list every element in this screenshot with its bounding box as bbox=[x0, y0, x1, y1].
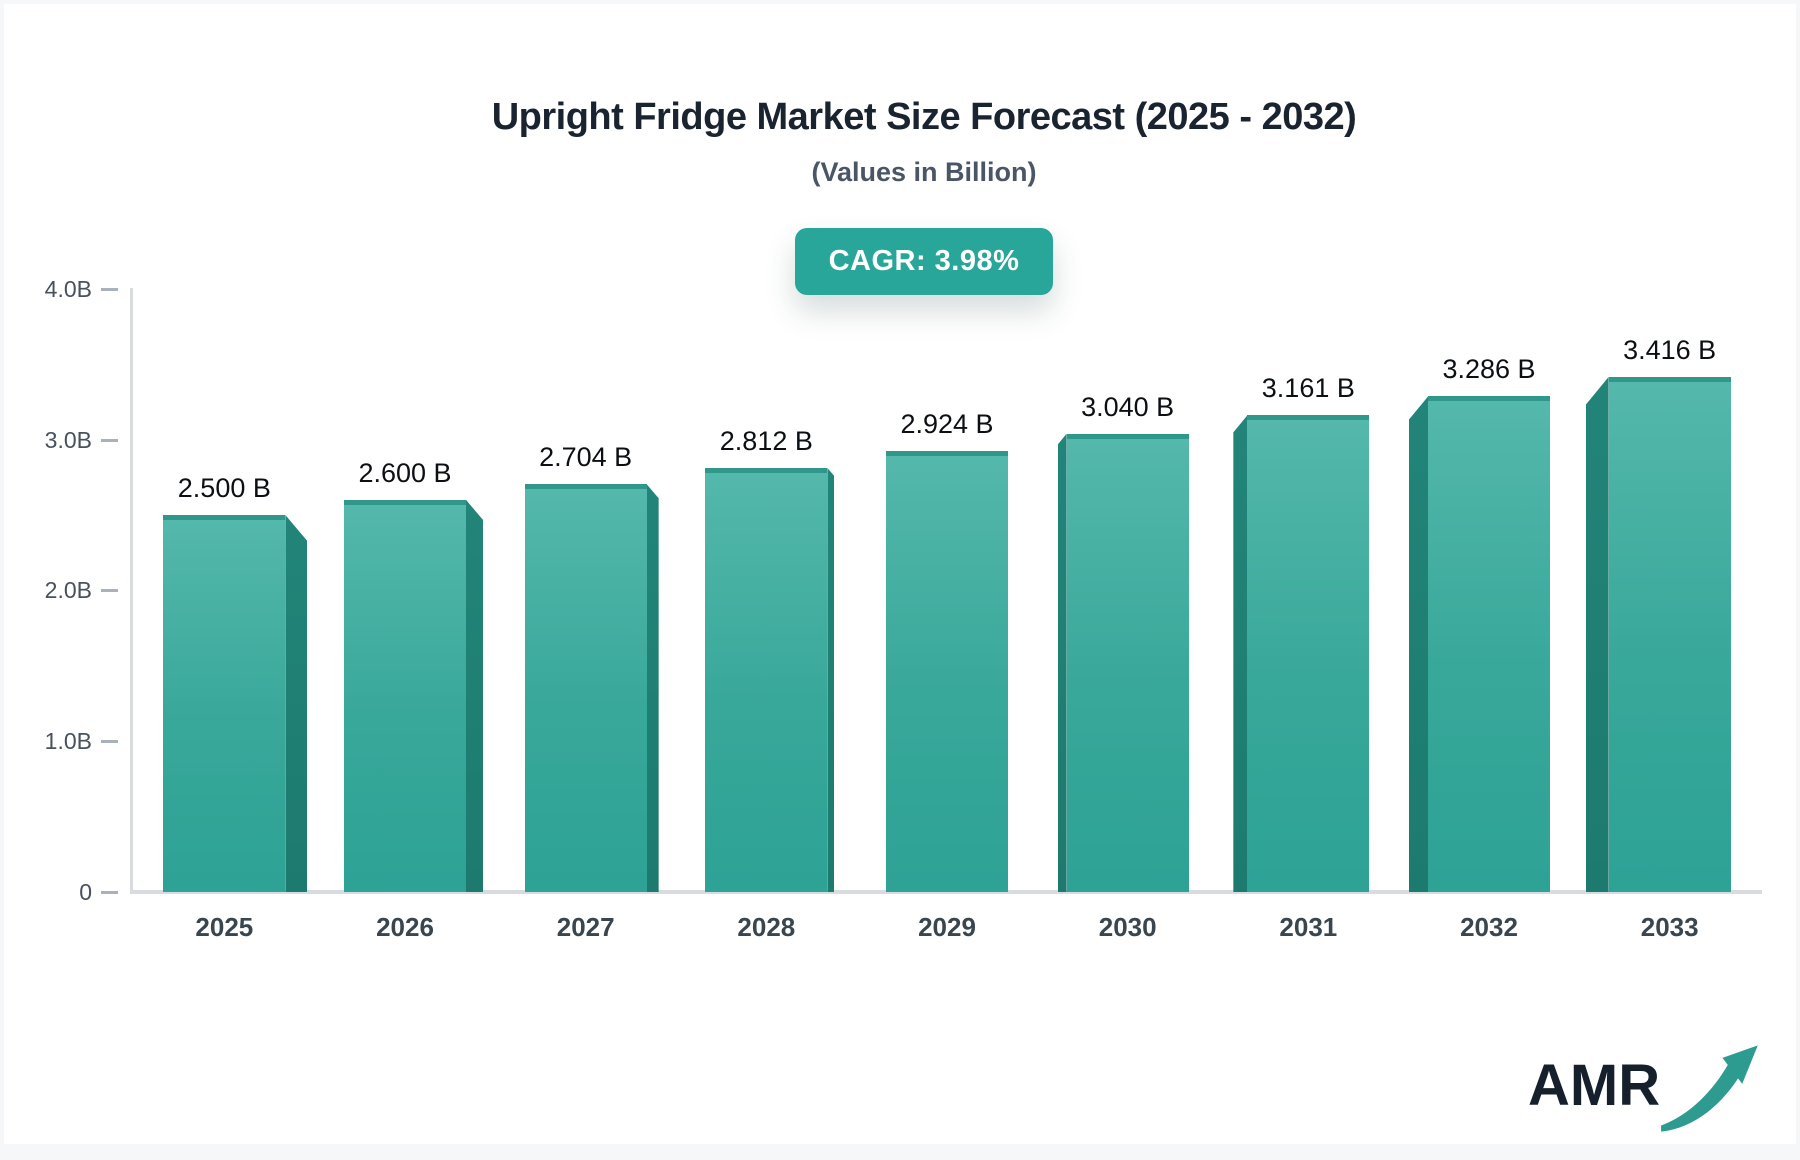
x-axis-year-label: 2028 bbox=[737, 912, 796, 942]
bar-value-label: 3.161 B bbox=[1261, 373, 1355, 404]
x-axis-year-label: 2031 bbox=[1279, 912, 1338, 942]
bar-3d-side bbox=[646, 484, 659, 892]
y-axis-tick-label: 0 bbox=[79, 879, 92, 905]
bar-top-edge bbox=[1247, 415, 1370, 421]
x-axis-year-label: 2033 bbox=[1640, 912, 1699, 942]
cagr-badge: CAGR: 3.98% bbox=[794, 228, 1054, 295]
amr-logo-text: AMR bbox=[1528, 1053, 1661, 1118]
bar-3d-side bbox=[827, 467, 835, 892]
chart-card: Upright Fridge Market Size Forecast (202… bbox=[4, 4, 1796, 1144]
bar-chart-plot-area: 4.0B 3.0B 2.0B 1.0B 0 2.500 B 2025 2.600 B 2026 2… bbox=[4, 4, 1800, 1160]
x-axis-year-label: 2029 bbox=[918, 912, 976, 942]
x-axis-year-label: 2030 bbox=[1098, 912, 1157, 942]
y-axis-tick-label: 2.0B bbox=[44, 577, 92, 604]
bar-2025 bbox=[163, 515, 286, 892]
bar-top-edge bbox=[524, 484, 647, 490]
bar-2026 bbox=[344, 499, 466, 892]
trend-up-arrow-icon bbox=[1661, 1045, 1758, 1132]
bar-3d-side bbox=[466, 499, 483, 892]
page-title: Upright Fridge Market Size Forecast (202… bbox=[491, 96, 1357, 138]
y-axis-tick-mark bbox=[101, 287, 118, 291]
chart-subtitle: (Values in Billion) bbox=[811, 157, 1037, 187]
x-axis-year-label: 2026 bbox=[376, 912, 434, 942]
bar-2029 bbox=[886, 451, 1008, 892]
bar-2032 bbox=[1428, 396, 1550, 892]
y-axis-tick-mark bbox=[101, 589, 118, 593]
bar-top-edge bbox=[1608, 376, 1731, 382]
x-axis-baseline bbox=[130, 890, 1762, 894]
y-axis-tick-mark bbox=[101, 740, 118, 744]
bar-value-label: 2.812 B bbox=[719, 425, 813, 456]
bar-value-label: 3.040 B bbox=[1081, 391, 1175, 422]
bar-2028 bbox=[705, 467, 828, 892]
x-axis-year-label: 2032 bbox=[1460, 912, 1518, 942]
bar-3d-side bbox=[285, 515, 308, 892]
bar-2027 bbox=[524, 484, 647, 892]
x-axis-year-label: 2025 bbox=[195, 912, 254, 942]
bar-value-label: 2.600 B bbox=[358, 457, 452, 488]
bar-value-label: 3.416 B bbox=[1623, 334, 1717, 365]
bar-value-label: 2.500 B bbox=[177, 473, 271, 503]
amr-logo: AMR bbox=[1528, 1044, 1768, 1144]
chart-header: Upright Fridge Market Size Forecast (202… bbox=[28, 4, 1800, 295]
bar-3d-side bbox=[1409, 396, 1428, 892]
bar-top-edge bbox=[163, 515, 286, 520]
bar-2031 bbox=[1247, 415, 1370, 892]
bar-value-label: 2.924 B bbox=[900, 409, 994, 440]
bar-top-edge bbox=[1428, 396, 1550, 402]
bar-value-label: 3.286 B bbox=[1442, 354, 1536, 385]
bar-top-edge bbox=[1066, 433, 1189, 439]
bar-value-label: 2.704 B bbox=[539, 442, 633, 473]
bar-3d-side bbox=[1233, 415, 1248, 892]
bar-top-edge bbox=[705, 467, 828, 473]
bar-3d-side bbox=[1057, 433, 1067, 892]
bar-2033 bbox=[1608, 376, 1731, 892]
y-axis-tick-label: 1.0B bbox=[44, 728, 92, 755]
bar-2030 bbox=[1066, 433, 1189, 892]
bar-top-edge bbox=[886, 451, 1008, 457]
x-axis-year-label: 2027 bbox=[556, 912, 615, 942]
bar-top-edge bbox=[344, 499, 466, 505]
y-axis-tick-label: 4.0B bbox=[44, 275, 92, 302]
y-axis-line bbox=[130, 288, 133, 892]
y-axis-tick-mark bbox=[101, 891, 118, 894]
y-axis-tick-mark bbox=[101, 438, 118, 442]
bar-3d-side bbox=[1585, 376, 1609, 892]
y-axis-tick-label: 3.0B bbox=[44, 426, 92, 453]
